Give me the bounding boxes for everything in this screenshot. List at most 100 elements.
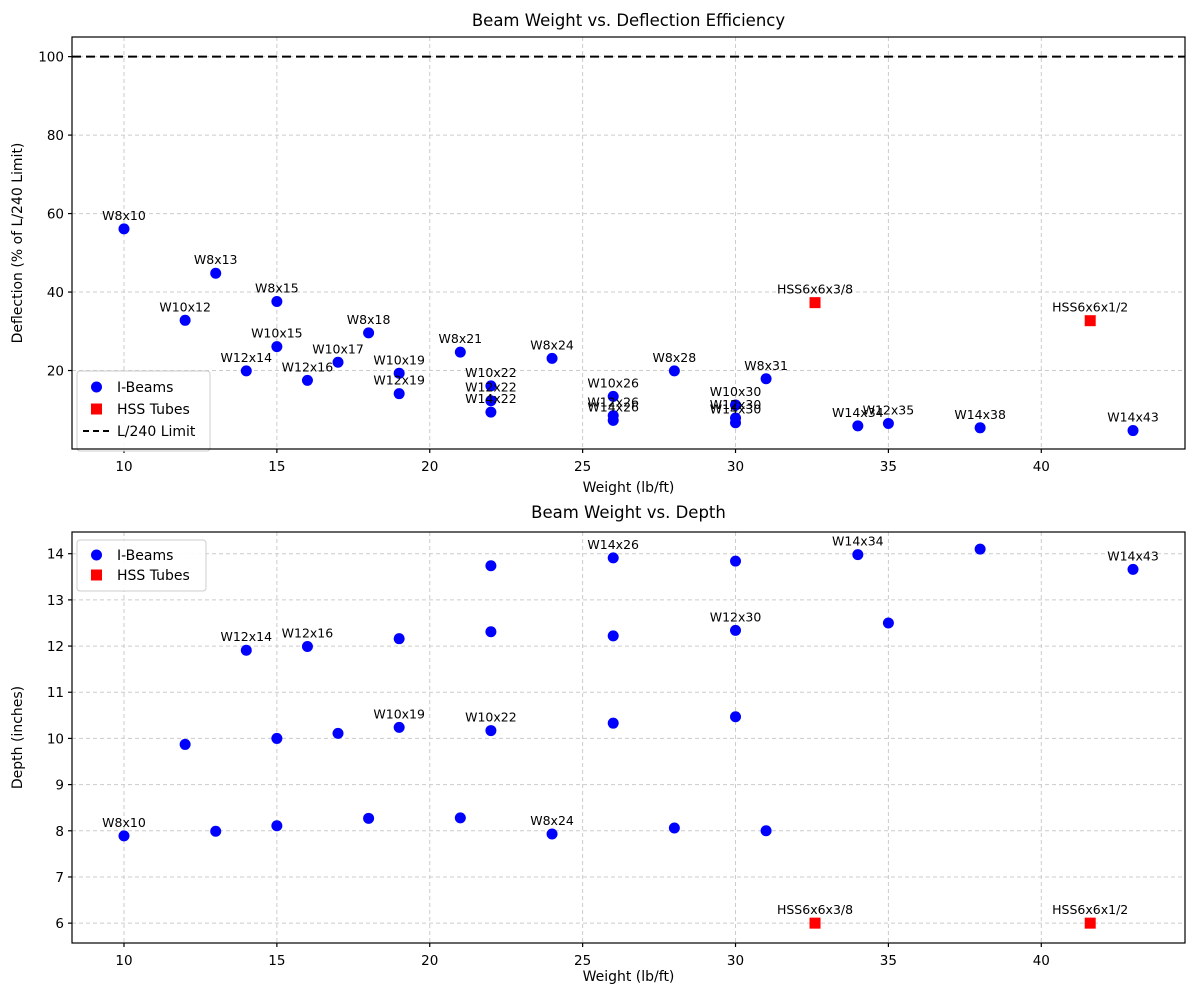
point-W8x13 [210, 267, 222, 279]
point-W8x31 [760, 373, 772, 385]
point-W8x24 [546, 828, 558, 840]
label-W14x30: W14x30 [710, 402, 762, 417]
label-W10x26: W10x26 [587, 375, 639, 390]
point-W12x19 [393, 388, 405, 400]
point-W8x31 [760, 825, 772, 837]
point-W10x30 [730, 399, 742, 411]
label-W8x28: W8x28 [653, 350, 697, 365]
point-W8x28 [668, 822, 680, 834]
legend-marker [91, 569, 102, 581]
label-W10x22: W10x22 [465, 710, 517, 725]
label-W12x30: W12x30 [710, 397, 762, 412]
point-W14x22 [485, 406, 497, 418]
point-W10x15 [271, 732, 283, 744]
label-HSS6x6x3/8: HSS6x6x3/8 [777, 282, 853, 297]
point-W12x14 [240, 365, 252, 377]
x-tick-label: 35 [880, 953, 897, 969]
legend: I-Beams HSS Tubes L/240 Limit [76, 370, 211, 452]
point-W14x38 [974, 543, 986, 555]
legend-marker [91, 381, 102, 393]
label-W12x35: W12x35 [863, 402, 915, 417]
label-W14x43: W14x43 [1107, 410, 1159, 425]
x-tick-label: 40 [1033, 459, 1050, 475]
y-tick-label: 13 [47, 593, 64, 609]
point-W8x21 [454, 346, 466, 358]
x-tick-label: 25 [574, 459, 591, 475]
point-W10x12 [179, 738, 191, 750]
x-tick-label: 20 [421, 459, 438, 475]
y-tick-label: 6 [55, 916, 64, 932]
label-W14x26: W14x26 [587, 537, 639, 552]
label-W14x38: W14x38 [954, 407, 1006, 422]
point-W10x15 [271, 341, 283, 353]
point-W8x15 [271, 820, 283, 832]
x-tick-label: 10 [115, 953, 132, 969]
y-tick-label: 11 [47, 685, 64, 701]
point-W12x35 [882, 617, 894, 629]
x-tick-label: 30 [727, 953, 744, 969]
label-W12x14: W12x14 [220, 629, 272, 644]
point-W12x16 [301, 641, 313, 653]
chart-title: Beam Weight vs. Depth [531, 503, 726, 522]
label-W10x19: W10x19 [373, 706, 425, 721]
point-W12x14 [240, 644, 252, 656]
series-i_beams [118, 543, 1139, 842]
point-W10x22 [485, 380, 497, 392]
x-tick-label: 30 [727, 459, 744, 475]
label-W10x30: W10x30 [710, 384, 762, 399]
x-axis-label: Weight (lb/ft) [583, 969, 675, 985]
label-W10x17: W10x17 [312, 341, 364, 356]
point-HSS6x6x3/8 [809, 297, 821, 309]
label-W14x22: W14x22 [465, 391, 517, 406]
point-W14x30 [730, 417, 742, 429]
label-W8x31: W8x31 [744, 358, 788, 373]
label-HSS6x6x1/2: HSS6x6x1/2 [1052, 300, 1128, 315]
y-tick-label: 40 [47, 285, 64, 301]
point-W8x10 [118, 223, 130, 235]
y-tick-label: 20 [47, 364, 64, 380]
legend-entry-label: I-Beams [117, 548, 173, 564]
axis-ticks: 10 15 20 25 30 35 40 20 40 60 80 100 [38, 50, 1050, 475]
series-i_beams [118, 223, 1139, 437]
point-W14x26 [607, 414, 619, 426]
point-W8x21 [454, 812, 466, 824]
point-W8x18 [363, 812, 375, 824]
point-labels: W8x10 W10x12 W8x13 W12x14 W8x15 W10x15 W12x16 W… [102, 208, 1159, 425]
label-W8x18: W8x18 [347, 312, 391, 327]
gridlines [72, 532, 1185, 943]
x-tick-label: 35 [880, 459, 897, 475]
label-W12x30: W12x30 [710, 609, 762, 624]
point-W10x17 [332, 727, 344, 739]
x-tick-label: 25 [574, 953, 591, 969]
label-W8x24: W8x24 [530, 337, 574, 352]
legend-entry-label: HSS Tubes [117, 402, 190, 418]
label-W8x15: W8x15 [255, 280, 299, 295]
point-W10x19 [393, 367, 405, 379]
y-tick-label: 80 [47, 128, 64, 144]
point-W14x43 [1127, 425, 1139, 437]
label-W14x34: W14x34 [832, 534, 884, 549]
plot-border [71, 36, 1186, 450]
series-hss_tubes [809, 917, 1096, 929]
point-HSS6x6x1/2 [1084, 315, 1096, 327]
series-hss_tubes [809, 297, 1096, 327]
point-W8x13 [210, 825, 222, 837]
legend-marker [91, 403, 102, 415]
point-W12x30 [730, 624, 742, 636]
legend: I-Beams HSS Tubes [76, 539, 207, 592]
x-axis-label: Weight (lb/ft) [583, 480, 675, 496]
point-W10x26 [607, 390, 619, 402]
point-W10x19 [393, 721, 405, 733]
x-tick-label: 40 [1033, 953, 1050, 969]
point-W12x19 [393, 633, 405, 645]
label-HSS6x6x3/8: HSS6x6x3/8 [777, 902, 853, 917]
legend-entry-label: I-Beams [117, 380, 173, 396]
plot-border [71, 531, 1186, 944]
label-W12x16: W12x16 [282, 626, 334, 641]
y-axis-label: Depth (inches) [10, 686, 26, 789]
legend-entry-label: HSS Tubes [117, 568, 190, 584]
label-W12x19: W12x19 [373, 373, 425, 388]
label-W12x14: W12x14 [220, 350, 272, 365]
